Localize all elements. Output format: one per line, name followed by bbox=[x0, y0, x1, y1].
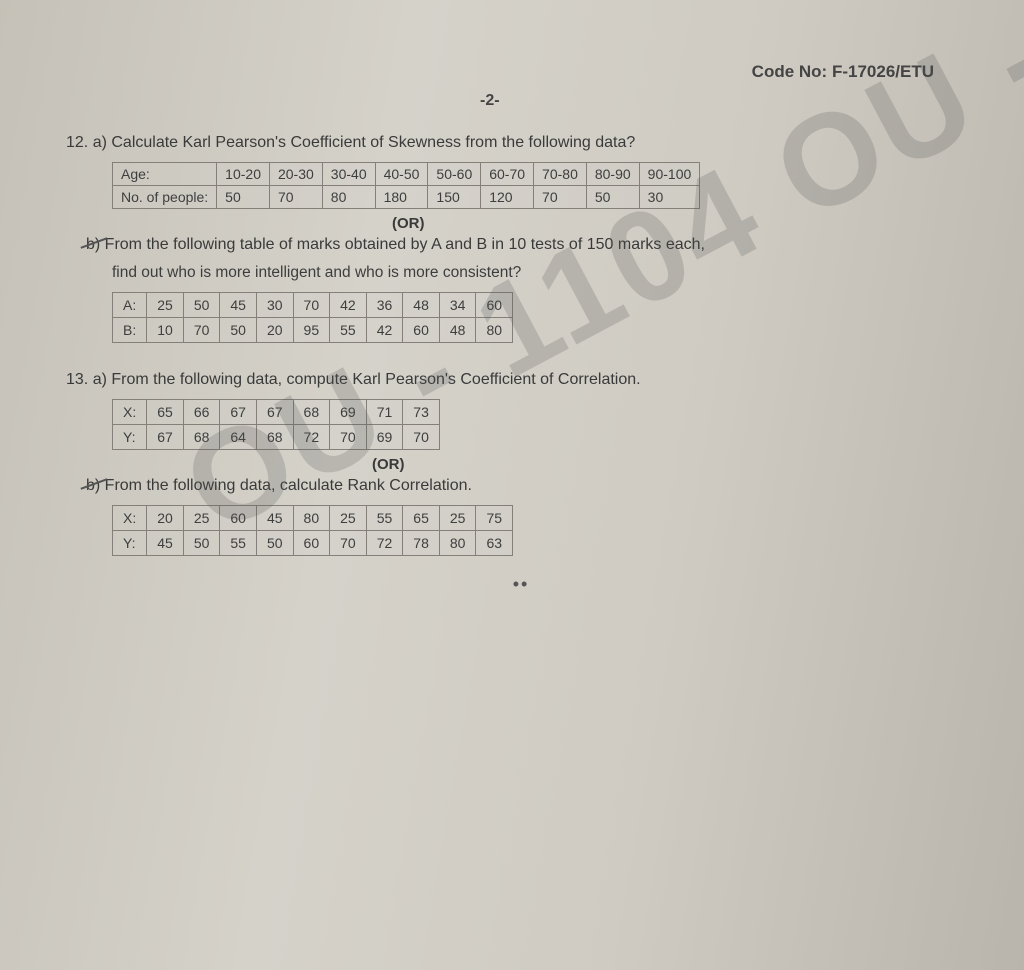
q13a-text: 13. a) From the following data, compute … bbox=[66, 371, 976, 389]
q13b-table: X: 20 25 60 45 80 25 55 65 25 75 Y: 45 5… bbox=[112, 505, 513, 556]
table-row: X: 20 25 60 45 80 25 55 65 25 75 bbox=[113, 506, 513, 531]
row-label: X: bbox=[113, 400, 147, 425]
table-row: A: 25 50 45 30 70 42 36 48 34 60 bbox=[113, 293, 513, 318]
q12a-text: 12. a) Calculate Karl Pearson's Coeffici… bbox=[66, 134, 976, 152]
end-marker: •• bbox=[66, 574, 976, 595]
exam-page: Code No: F-17026/ETU -2- 12. a) Calculat… bbox=[0, 0, 1024, 970]
table-row: Y: 67 68 64 68 72 70 69 70 bbox=[113, 425, 440, 450]
table-row: B: 10 70 50 20 95 55 42 60 48 80 bbox=[113, 318, 513, 343]
table-row: Y: 45 50 55 50 60 70 72 78 80 63 bbox=[113, 531, 513, 556]
q12a-table: Age: 10-20 20-30 30-40 40-50 50-60 60-70… bbox=[112, 162, 700, 209]
row-label: Y: bbox=[113, 425, 147, 450]
row-label: B: bbox=[113, 318, 147, 343]
table-row: X: 65 66 67 67 68 69 71 73 bbox=[113, 400, 440, 425]
q12b-text-line2: find out who is more intelligent and who… bbox=[112, 264, 976, 282]
q12b-table: A: 25 50 45 30 70 42 36 48 34 60 B: 10 7… bbox=[112, 292, 513, 343]
code-no-label: Code No: bbox=[752, 62, 828, 81]
row-label: Age: bbox=[113, 163, 217, 186]
q13-or: (OR) bbox=[112, 456, 976, 473]
q12-or: (OR) bbox=[112, 215, 976, 232]
q13a-table: X: 65 66 67 67 68 69 71 73 Y: 67 68 64 6… bbox=[112, 399, 440, 450]
page-number: -2- bbox=[480, 92, 500, 110]
row-label: A: bbox=[113, 293, 147, 318]
table-row: No. of people: 50 70 80 180 150 120 70 5… bbox=[113, 186, 700, 209]
q12b-text-line1: b) From the following table of marks obt… bbox=[86, 236, 976, 254]
row-label: X: bbox=[113, 506, 147, 531]
code-no-value: F-17026/ETU bbox=[832, 62, 934, 81]
row-label: Y: bbox=[113, 531, 147, 556]
table-row: Age: 10-20 20-30 30-40 40-50 50-60 60-70… bbox=[113, 163, 700, 186]
question-12: 12. a) Calculate Karl Pearson's Coeffici… bbox=[66, 134, 976, 343]
row-label: No. of people: bbox=[113, 186, 217, 209]
code-number: Code No: F-17026/ETU bbox=[752, 62, 934, 82]
question-13: 13. a) From the following data, compute … bbox=[66, 371, 976, 595]
q13b-text: b) From the following data, calculate Ra… bbox=[86, 477, 976, 495]
